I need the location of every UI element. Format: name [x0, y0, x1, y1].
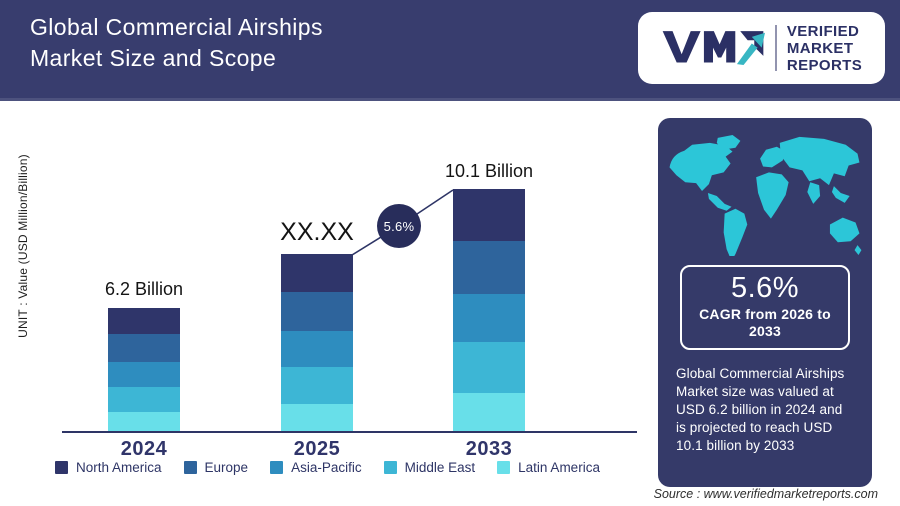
bar-segment-asia-pacific	[281, 331, 353, 367]
legend-item-asia-pacific: Asia-Pacific	[270, 460, 362, 475]
cagr-bubble: 5.6%	[377, 204, 421, 248]
bar-segment-latin-america	[108, 412, 180, 431]
bar-segment-latin-america	[281, 404, 353, 431]
legend-swatch	[270, 461, 284, 474]
legend-label: Asia-Pacific	[291, 460, 362, 475]
market-summary-text: Global Commercial Airships Market size w…	[676, 366, 845, 453]
source-attribution: Source : www.verifiedmarketreports.com	[653, 487, 878, 501]
bar-value-label-2025: XX.XX	[280, 218, 354, 246]
page-title-line1: Global Commercial Airships	[30, 14, 323, 40]
bar-value-label-2024: 6.2 Billion	[104, 279, 184, 299]
bar-segment-middle-east	[108, 387, 180, 412]
world-map-icon	[666, 132, 864, 261]
bar-segment-europe	[453, 241, 525, 294]
bar-segment-latin-america	[453, 393, 525, 431]
bar-segment-asia-pacific	[453, 294, 525, 342]
legend-item-latin-america: Latin America	[497, 460, 600, 475]
legend-item-north-america: North America	[55, 460, 162, 475]
legend-label: Middle East	[404, 460, 476, 475]
legend-swatch	[183, 461, 197, 474]
legend-label: Europe	[204, 460, 249, 475]
y-axis-label: UNIT : Value (USD Million/Billion)	[16, 154, 30, 338]
vmr-logo-icon	[661, 23, 765, 74]
vmr-logo-card: VERIFIED MARKET REPORTS	[638, 12, 885, 84]
cagr-caption: CAGR from 2026 to 2033	[699, 306, 831, 339]
page-title: Global Commercial Airships Market Size a…	[30, 12, 323, 74]
legend-swatch	[55, 461, 68, 474]
cagr-box: 5.6% CAGR from 2026 to 2033	[680, 265, 850, 350]
x-tick-2024: 2024	[120, 438, 168, 460]
page-title-line2: Market Size and Scope	[30, 45, 277, 71]
stacked-bar-2024	[108, 308, 180, 431]
sidebar-panel: 5.6% CAGR from 2026 to 2033 Global Comme…	[658, 118, 872, 487]
chart-legend: North America Europe Asia-Pacific Middle Ea…	[55, 460, 600, 475]
logo-divider	[774, 25, 777, 71]
bar-segment-north-america	[108, 308, 180, 334]
x-axis-line	[62, 431, 637, 433]
bar-segment-middle-east	[281, 367, 353, 404]
header-banner: Global Commercial Airships Market Size a…	[0, 0, 900, 101]
bar-segment-north-america	[281, 254, 353, 292]
legend-swatch	[383, 461, 397, 474]
stacked-bar-2025	[281, 254, 353, 431]
stacked-bar-2033	[453, 189, 525, 431]
bar-segment-middle-east	[453, 342, 525, 393]
wordmark-line-2: MARKET	[786, 39, 854, 57]
wordmark-line-3: REPORTS	[786, 56, 863, 74]
legend-item-europe: Europe	[183, 460, 249, 475]
legend-swatch	[497, 461, 511, 474]
bar-value-label-2033: 10.1 Billion	[444, 161, 534, 181]
legend-label: North America	[76, 460, 162, 475]
bar-segment-asia-pacific	[108, 362, 180, 387]
logo-wordmark: VERIFIED MARKET REPORTS	[787, 23, 862, 74]
wordmark-line-1: VERIFIED	[786, 22, 860, 40]
x-tick-2025: 2025	[293, 438, 341, 460]
bar-segment-europe	[108, 334, 180, 362]
bar-segment-north-america	[453, 189, 525, 241]
legend-item-middle-east: Middle East	[383, 460, 476, 475]
bar-segment-europe	[281, 292, 353, 331]
cagr-value: 5.6%	[730, 272, 800, 304]
x-tick-2033: 2033	[465, 438, 513, 460]
legend-label: Latin America	[518, 460, 600, 475]
